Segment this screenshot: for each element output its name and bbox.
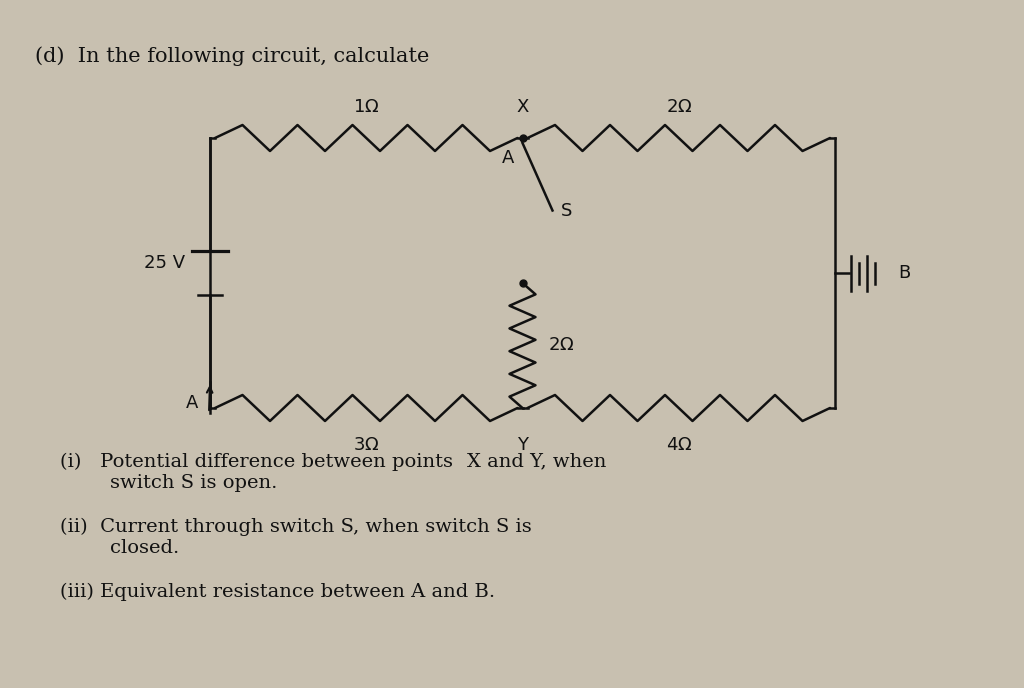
- Text: S: S: [560, 202, 571, 219]
- Text: (d)  In the following circuit, calculate: (d) In the following circuit, calculate: [35, 46, 429, 65]
- Text: (iii) Equivalent resistance between A and B.: (iii) Equivalent resistance between A an…: [60, 583, 496, 601]
- Text: $4\Omega$: $4\Omega$: [666, 436, 692, 454]
- Text: 25 V: 25 V: [144, 254, 185, 272]
- Text: (i)   Potential difference between points   X and Y, when
        switch S is op: (i) Potential difference between points …: [60, 453, 606, 492]
- Text: $2\Omega$: $2\Omega$: [666, 98, 692, 116]
- Text: (ii)  Current through switch S, when switch S is
        closed.: (ii) Current through switch S, when swit…: [60, 518, 531, 557]
- Text: $3\Omega$: $3\Omega$: [353, 436, 380, 454]
- Text: A: A: [185, 394, 199, 412]
- Text: Y: Y: [517, 436, 528, 454]
- Text: X: X: [516, 98, 528, 116]
- Text: B: B: [898, 264, 910, 282]
- Text: $2\Omega$: $2\Omega$: [548, 336, 574, 354]
- Text: A: A: [502, 149, 514, 167]
- Text: $1\Omega$: $1\Omega$: [353, 98, 380, 116]
